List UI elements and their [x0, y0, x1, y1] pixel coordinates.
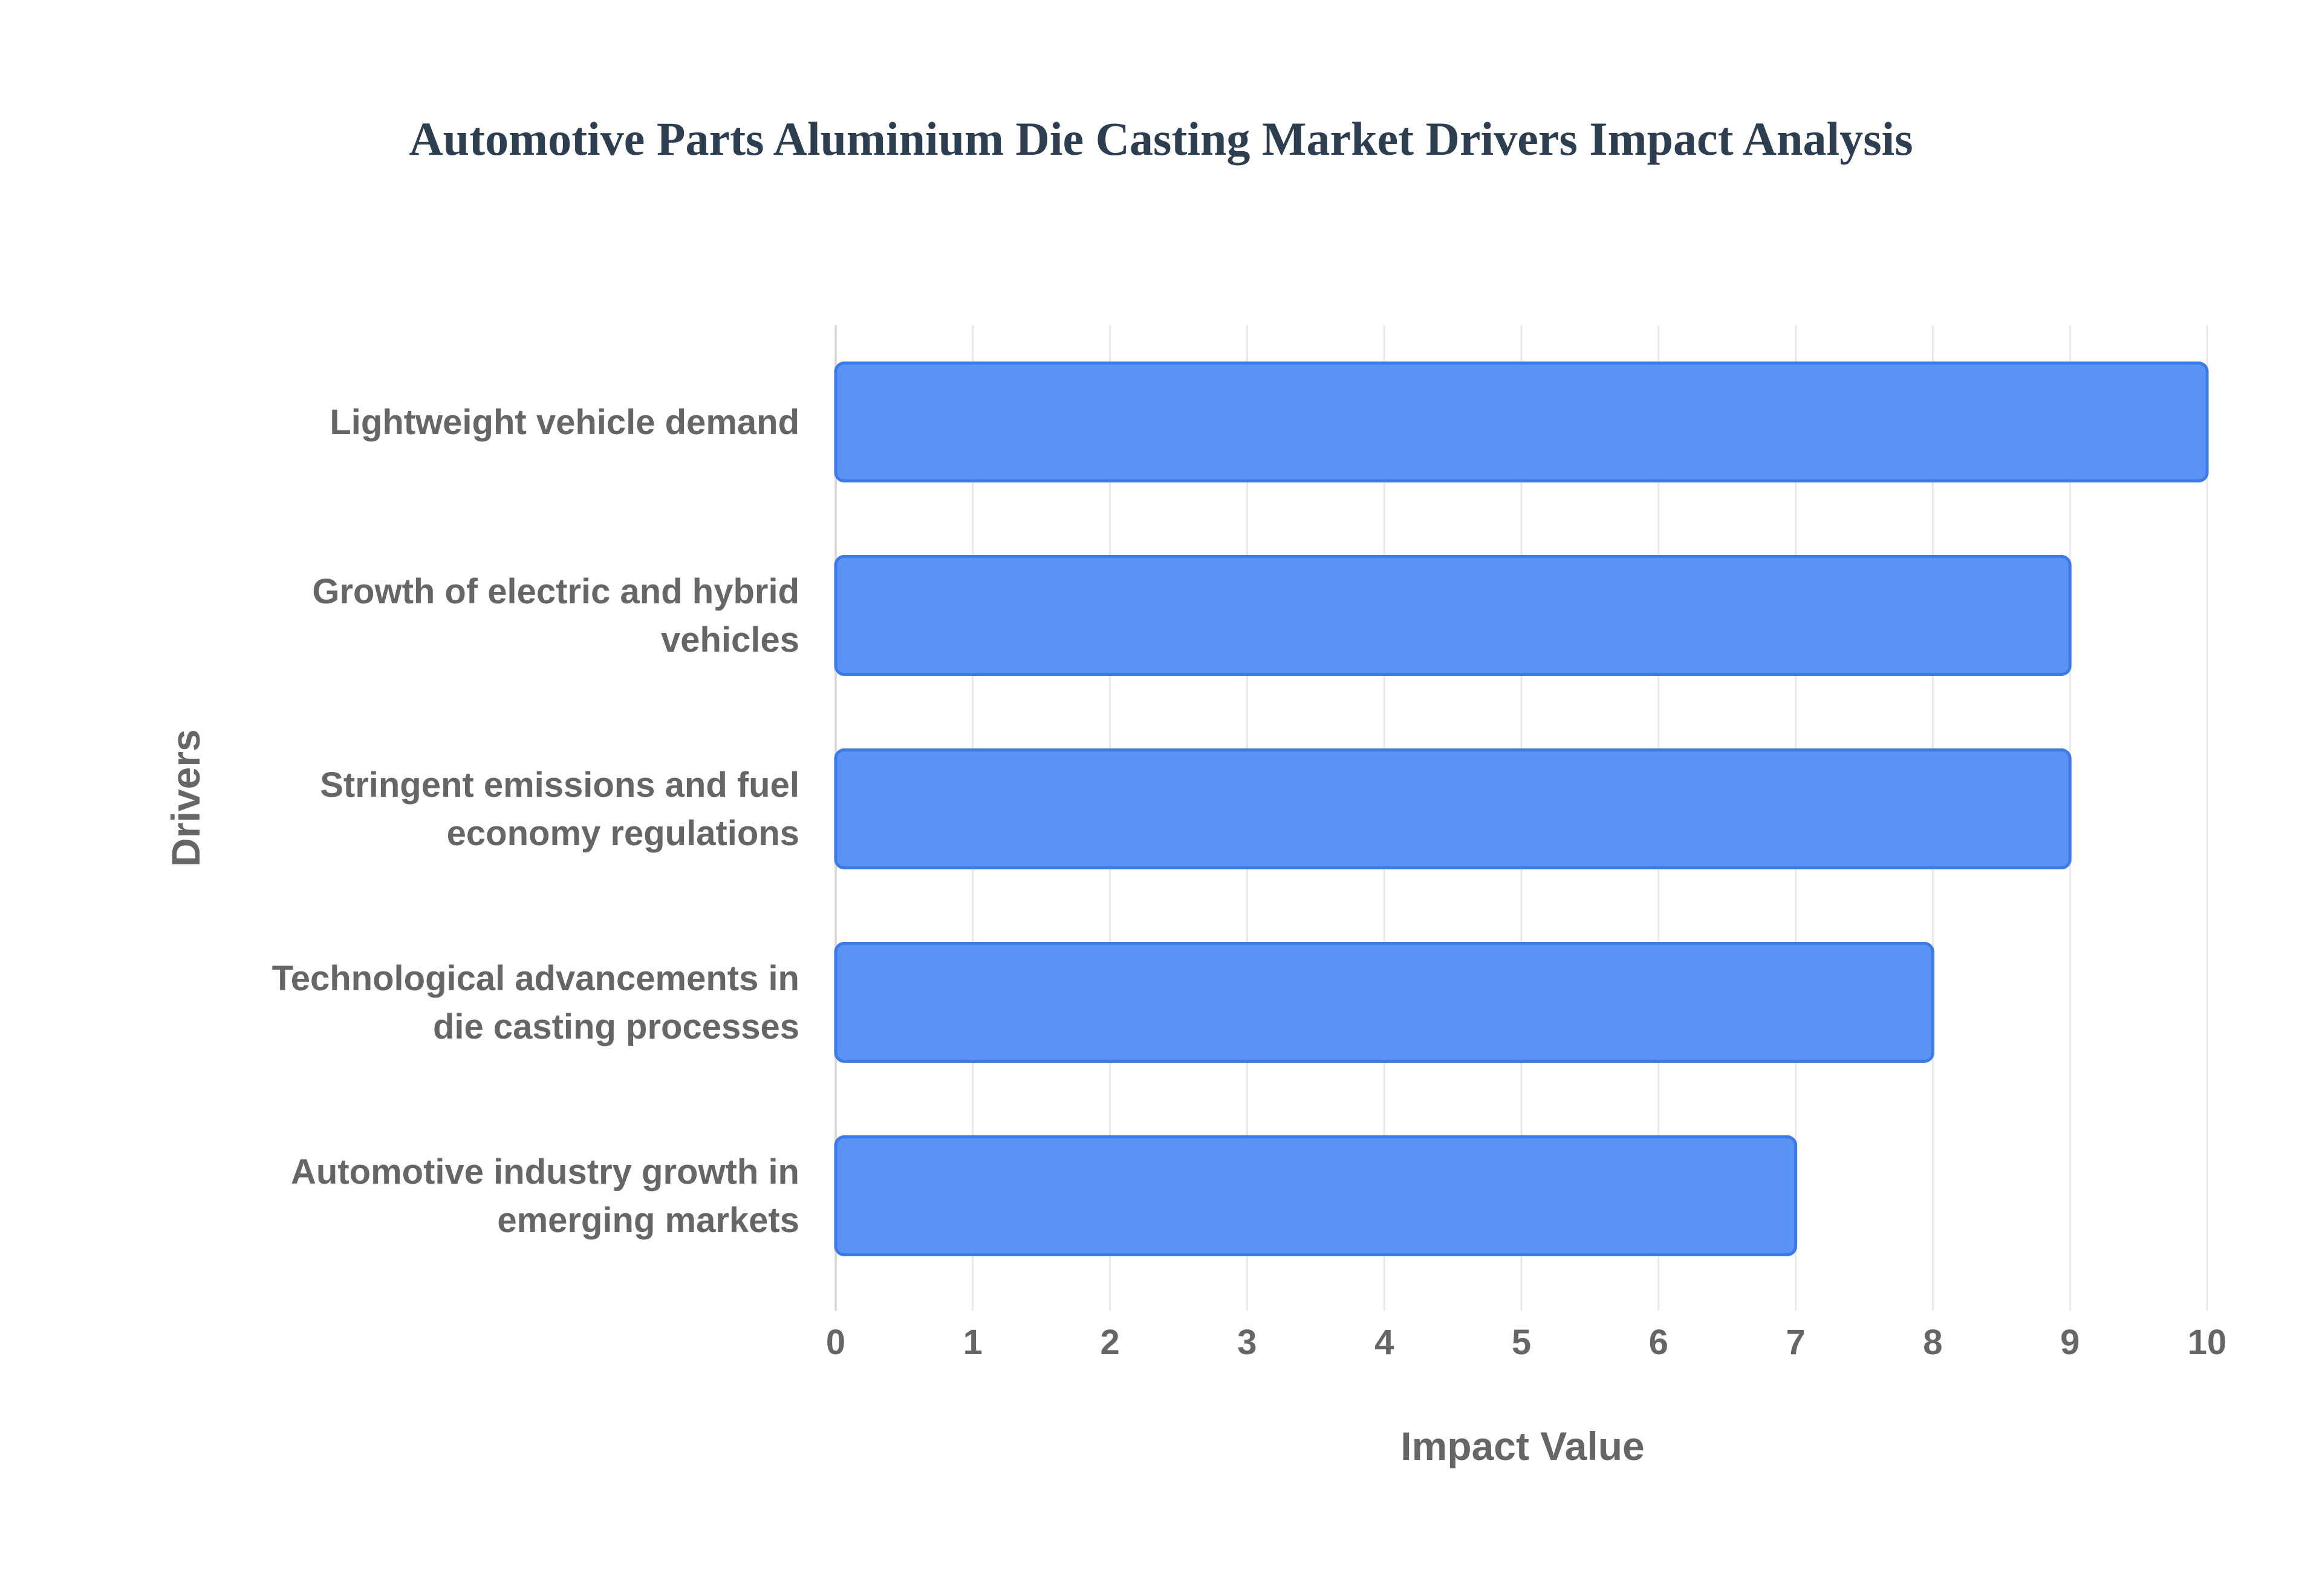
bar[interactable] [834, 1135, 1798, 1256]
category-label: Growth of electric and hybrid vehicles [312, 572, 799, 660]
x-tick-label: 3 [1237, 1323, 1257, 1362]
category-labels: Lightweight vehicle demand Growth of elec… [272, 403, 799, 1240]
bars [834, 362, 2209, 1256]
bar[interactable] [834, 362, 2209, 482]
category-label: Automotive industry growth in emerging ma… [291, 1152, 799, 1240]
x-tick-label: 8 [1923, 1323, 1942, 1362]
x-tick-label: 4 [1374, 1323, 1394, 1362]
bar[interactable] [834, 748, 2072, 869]
x-tick-label: 1 [963, 1323, 983, 1362]
bar[interactable] [834, 942, 1934, 1063]
category-label: Technological advancements in die casting… [272, 959, 799, 1046]
category-label: Stringent emissions and fuel economy regu… [320, 765, 799, 853]
x-tick-label: 7 [1786, 1323, 1805, 1362]
x-tick-label: 6 [1649, 1323, 1668, 1362]
x-tick-label: 5 [1512, 1323, 1531, 1362]
y-axis-title: Drivers [163, 729, 208, 867]
bar[interactable] [834, 555, 2072, 676]
x-tick-label: 0 [826, 1323, 845, 1362]
x-tick-label: 2 [1100, 1323, 1119, 1362]
x-tick-label: 9 [2060, 1323, 2080, 1362]
category-label: Lightweight vehicle demand [330, 403, 799, 442]
x-tick-labels: 0 1 2 3 4 5 6 7 8 9 10 [826, 1323, 2226, 1362]
chart-title: Automotive Parts Aluminium Die Casting M… [409, 112, 1913, 165]
x-tick-label: 10 [2188, 1323, 2227, 1362]
x-axis-title: Impact Value [1400, 1424, 1645, 1468]
